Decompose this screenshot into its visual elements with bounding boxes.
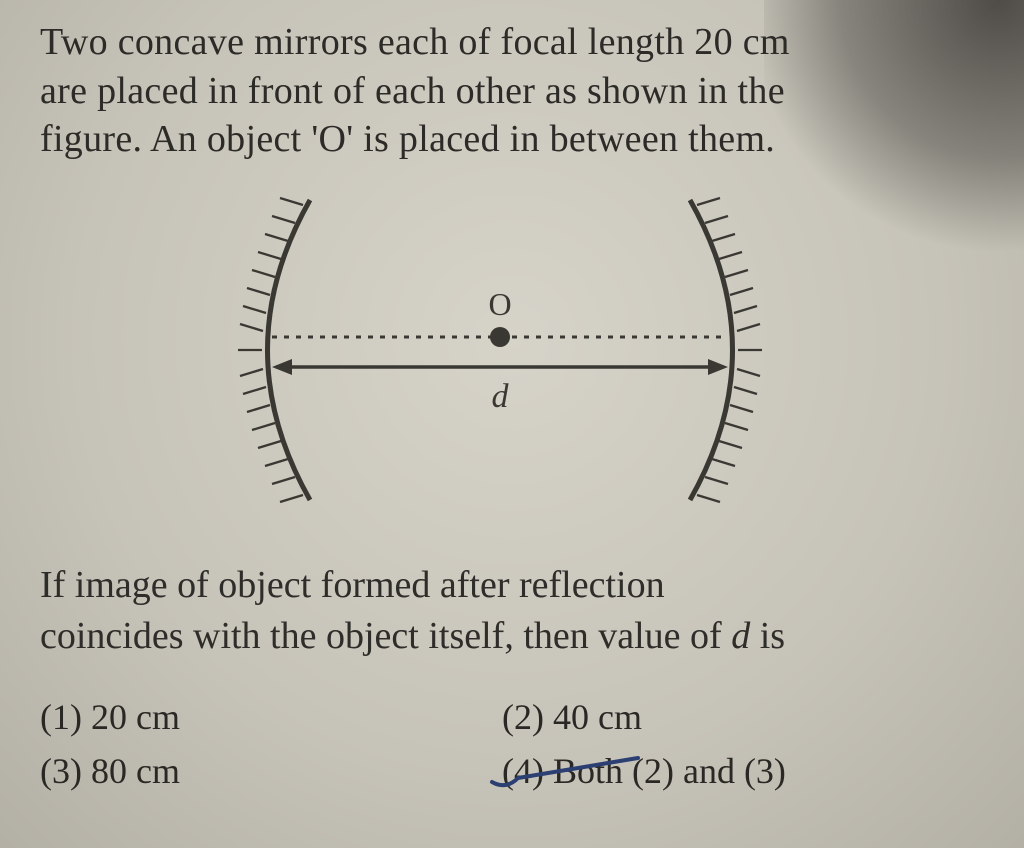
mirror-diagram-svg: O d bbox=[190, 175, 810, 525]
page-root: Two concave mirrors each of focal length… bbox=[0, 0, 1024, 848]
distance-arrow-left bbox=[272, 359, 292, 375]
option-3: (3) 80 cm bbox=[40, 744, 502, 798]
question-d-variable: d bbox=[731, 615, 750, 657]
question-text: If image of object formed after reflecti… bbox=[40, 560, 964, 663]
right-mirror-hatching bbox=[697, 198, 762, 502]
option-4-strike-svg bbox=[488, 752, 648, 792]
options-row-1: (1) 20 cm (2) 40 cm bbox=[40, 690, 964, 744]
left-mirror-hatching bbox=[238, 198, 303, 502]
label-d: d bbox=[492, 378, 510, 415]
problem-text: Two concave mirrors each of focal length… bbox=[40, 18, 964, 164]
right-mirror-arc bbox=[690, 200, 733, 500]
object-point bbox=[490, 327, 510, 347]
options-row-2: (3) 80 cm (4) Both (2) and (3) bbox=[40, 744, 964, 798]
problem-line-1: Two concave mirrors each of focal length… bbox=[40, 21, 790, 63]
question-line-2a: coincides with the object itself, then v… bbox=[40, 615, 731, 657]
option-2: (2) 40 cm bbox=[502, 690, 964, 744]
tick-mark-icon bbox=[492, 758, 638, 785]
option-4: (4) Both (2) and (3) bbox=[502, 744, 964, 798]
problem-line-2: are placed in front of each other as sho… bbox=[40, 70, 785, 112]
distance-arrow-right bbox=[708, 359, 728, 375]
question-line-2b: is bbox=[750, 615, 785, 657]
problem-line-3: figure. An object 'O' is placed in betwe… bbox=[40, 118, 775, 160]
left-mirror-arc bbox=[268, 200, 311, 500]
options-block: (1) 20 cm (2) 40 cm (3) 80 cm (4) Both (… bbox=[40, 690, 964, 798]
option-1: (1) 20 cm bbox=[40, 690, 502, 744]
mirror-figure: O d bbox=[190, 175, 810, 525]
question-line-1: If image of object formed after reflecti… bbox=[40, 564, 665, 606]
label-O: O bbox=[488, 286, 511, 322]
